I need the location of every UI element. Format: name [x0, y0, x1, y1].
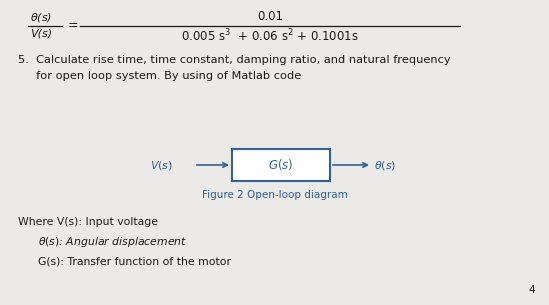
Text: 0.005 s$^3$  + 0.06 s$^2$ + 0.1001s: 0.005 s$^3$ + 0.06 s$^2$ + 0.1001s	[181, 28, 359, 44]
Text: $\theta(s)$: Angular displacement: $\theta(s)$: Angular displacement	[38, 235, 187, 249]
Text: $V(s)$: $V(s)$	[150, 159, 173, 171]
Text: G(s): Transfer function of the motor: G(s): Transfer function of the motor	[38, 256, 231, 266]
Text: 4: 4	[528, 285, 535, 295]
Text: 0.01: 0.01	[257, 10, 283, 23]
Bar	[232, 149, 330, 181]
Text: =: =	[68, 20, 79, 33]
Text: for open loop system. By using of Matlab code: for open loop system. By using of Matlab…	[18, 71, 301, 81]
Text: $\theta$(s): $\theta$(s)	[30, 12, 52, 24]
Text: V(s): V(s)	[30, 29, 52, 39]
Text: 5.  Calculate rise time, time constant, damping ratio, and natural frequency: 5. Calculate rise time, time constant, d…	[18, 55, 451, 65]
Text: Where V(s): Input voltage: Where V(s): Input voltage	[18, 217, 158, 227]
Text: $\theta(s)$: $\theta(s)$	[374, 159, 396, 171]
Text: Figure 2 Open-loop diagram: Figure 2 Open-loop diagram	[202, 190, 348, 200]
Text: $G(s)$: $G(s)$	[268, 157, 294, 173]
